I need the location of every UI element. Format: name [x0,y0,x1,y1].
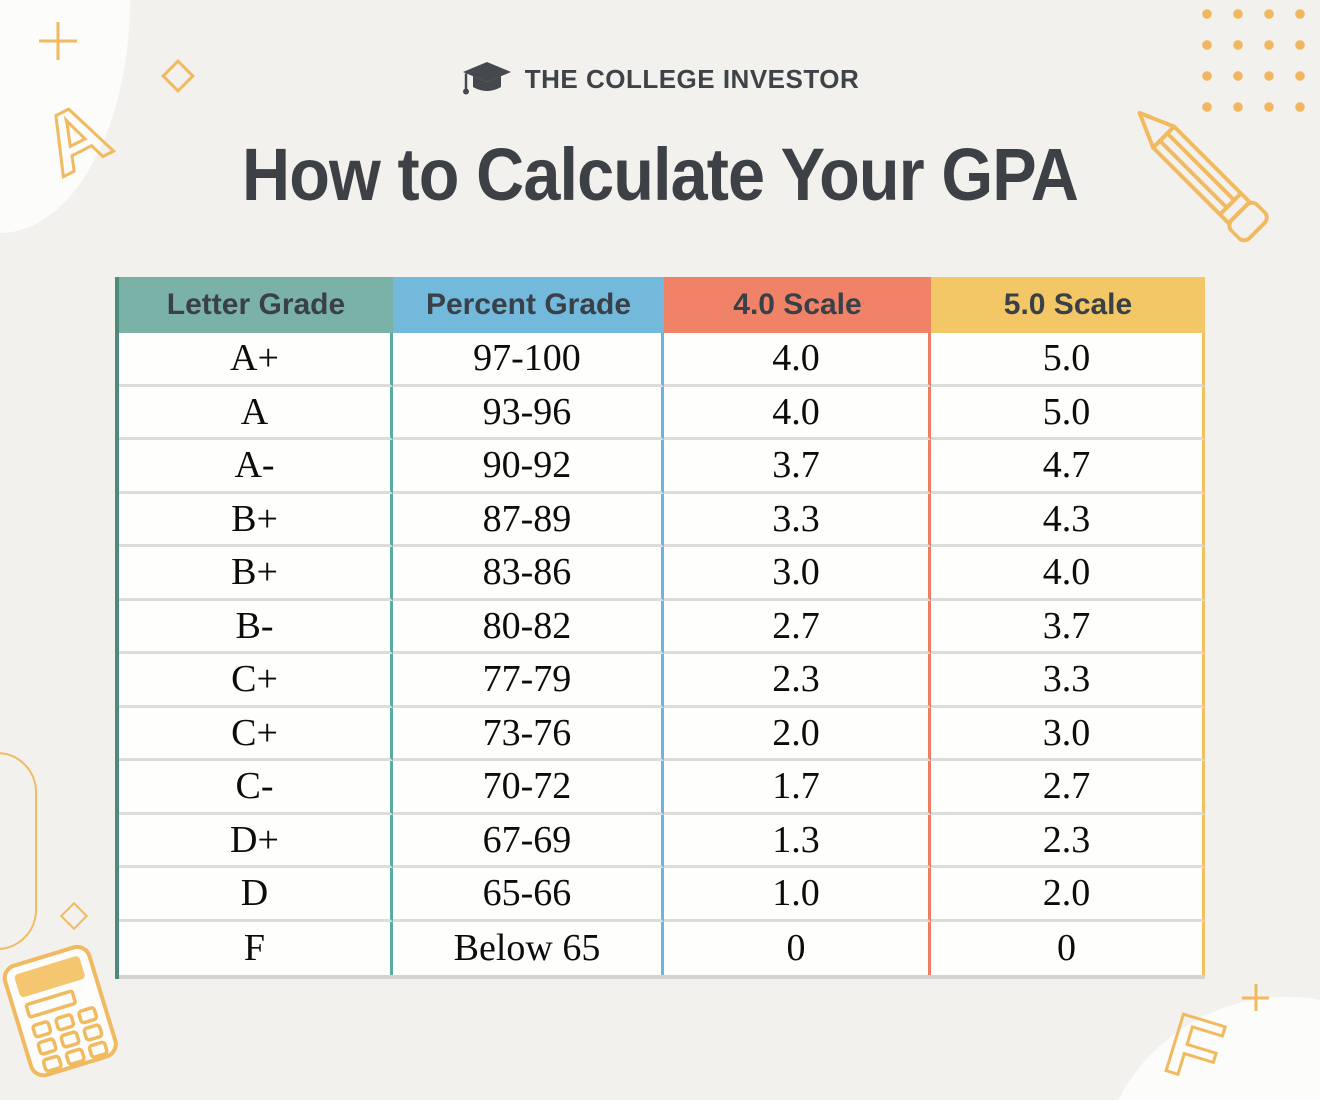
table-cell: B+ [119,547,393,601]
page-title: How to Calculate Your GPA [241,133,1079,216]
table-row: A 93-96 4.0 5.0 [119,386,1205,440]
table-cell: A [119,386,393,440]
table-cell: 2.0 [931,868,1205,922]
table-row: B+ 83-86 3.0 4.0 [119,547,1205,601]
table-cell: 3.7 [931,600,1205,654]
table-body: A+ 97-100 4.0 5.0 A 93-96 4.0 5.0 A- 90-92 3.7 4.7 B… [119,333,1205,979]
column-header: Percent Grade [392,277,664,333]
table-cell: 2.3 [931,814,1205,868]
gpa-table: Letter Grade Percent Grade 4.0 Scale 5.0 Sc… [115,277,1205,979]
table-row: A+ 97-100 4.0 5.0 [119,333,1205,387]
table-row: F Below 65 0 0 [119,921,1205,975]
table-cell: 65-66 [392,868,664,922]
table-cell: 4.0 [931,547,1205,601]
table-cell: 4.0 [663,333,931,387]
table-cell: 3.0 [663,547,931,601]
table-cell: 4.3 [931,493,1205,547]
table-cell: 2.7 [663,600,931,654]
table-cell: B+ [119,493,393,547]
table-cell: 83-86 [392,547,664,601]
pencil-icon [1119,96,1275,252]
plus-icon [39,22,77,60]
table-row: C+ 73-76 2.0 3.0 [119,707,1205,761]
diamond-icon [59,901,89,931]
table-cell: C+ [119,654,393,708]
table-row: D 65-66 1.0 2.0 [119,868,1205,922]
table-row: D+ 67-69 1.3 2.3 [119,814,1205,868]
table-cell: 1.7 [663,761,931,815]
dots-grid-decoration [1201,8,1305,112]
table-cell: 4.0 [663,386,931,440]
capsule-outline-decoration [0,752,37,950]
table-cell: 2.7 [931,761,1205,815]
table-row: B+ 87-89 3.3 4.3 [119,493,1205,547]
logo: THE COLLEGE INVESTOR [0,60,1320,98]
table-cell: 0 [663,921,931,975]
table-cell: 97-100 [392,333,664,387]
table-cell: 3.3 [931,654,1205,708]
table-cell: D [119,868,393,922]
table-cell: 93-96 [392,386,664,440]
table-cell: 70-72 [392,761,664,815]
table-cell: A- [119,440,393,494]
table-cell: 90-92 [392,440,664,494]
table-header: Letter Grade Percent Grade 4.0 Scale 5.0 Sc… [119,277,1205,333]
table-cell: 4.7 [931,440,1205,494]
table-cell: 2.3 [663,654,931,708]
table-cell: 0 [931,921,1205,975]
table-cell: 1.0 [663,868,931,922]
table-cell: 67-69 [392,814,664,868]
column-header: 4.0 Scale [663,277,931,333]
table-row: C- 70-72 1.7 2.7 [119,761,1205,815]
table-cell: Below 65 [392,921,664,975]
table-cell: 3.3 [663,493,931,547]
table-cell: 87-89 [392,493,664,547]
table-cell: D+ [119,814,393,868]
table-cell: 80-82 [392,600,664,654]
table-row: C+ 77-79 2.3 3.3 [119,654,1205,708]
table-row: A- 90-92 3.7 4.7 [119,440,1205,494]
column-header: Letter Grade [119,277,393,333]
calculator-icon [0,940,124,1087]
logo-text: THE COLLEGE INVESTOR [524,63,860,94]
table-cell: C+ [119,707,393,761]
table-cell: 5.0 [931,386,1205,440]
table-cell: 3.7 [663,440,931,494]
column-header: 5.0 Scale [931,277,1205,333]
table-cell: 2.0 [663,707,931,761]
table-cell: F [119,921,393,975]
table-cell: 73-76 [392,707,664,761]
table-cell: 5.0 [931,333,1205,387]
table-cell: 3.0 [931,707,1205,761]
graduation-cap-icon [462,62,511,95]
table-row: B- 80-82 2.7 3.7 [119,600,1205,654]
table-cell: A+ [119,333,393,387]
table-cell: C- [119,761,393,815]
plus-icon [1242,984,1269,1011]
table-cell: B- [119,600,393,654]
table-cell: 77-79 [392,654,664,708]
table-cell: 1.3 [663,814,931,868]
